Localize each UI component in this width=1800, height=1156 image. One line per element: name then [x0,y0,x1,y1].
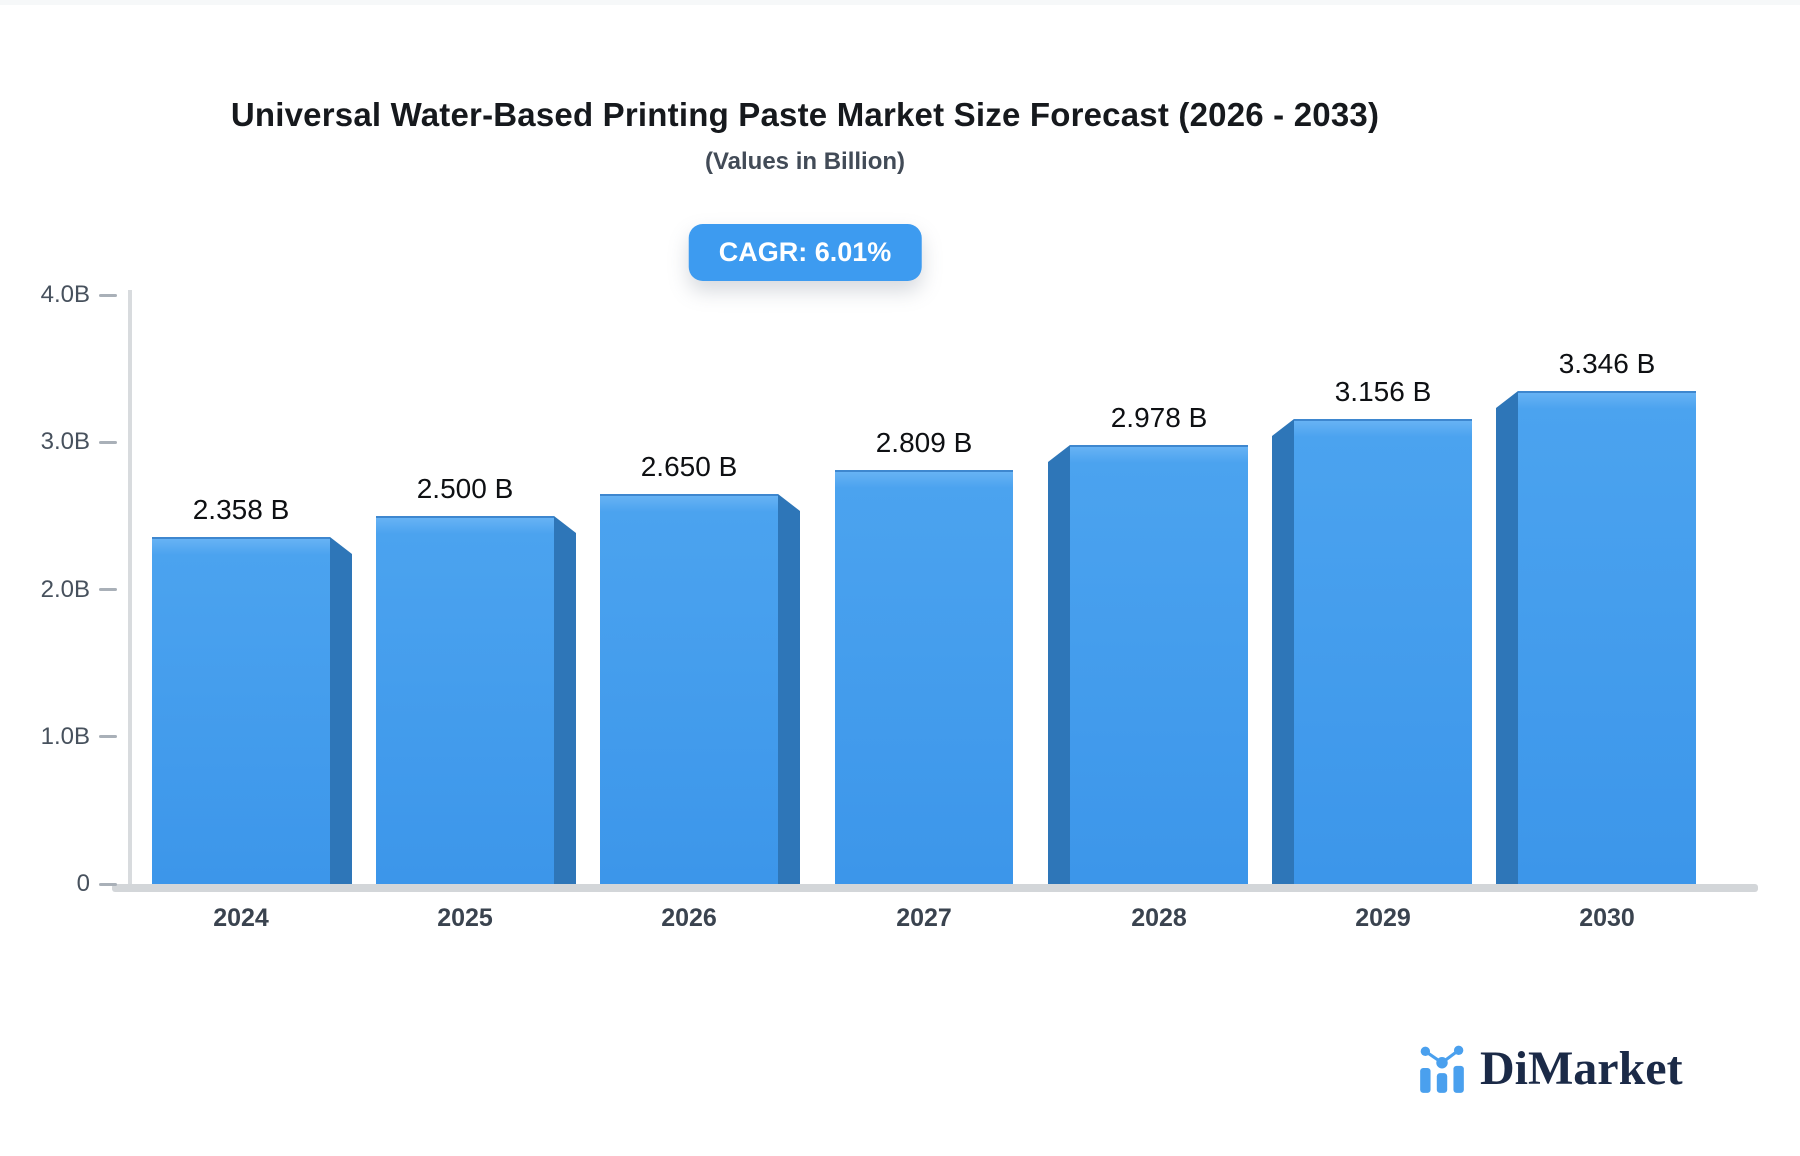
y-axis-tick-dash [99,588,117,591]
bar-side-face [778,494,800,884]
bar-value-label: 2.500 B [416,473,514,504]
y-axis-tick-dash [99,735,117,739]
bar-2028 [1070,445,1248,884]
x-axis-label: 2028 [1131,904,1187,932]
y-axis-tick-label: 1.0B [40,722,90,750]
page-top-border [0,0,1800,5]
x-axis-label: 2027 [896,904,952,932]
bar-value-label: 2.358 B [192,494,290,525]
bar-value-label: 2.809 B [875,427,973,458]
dimarket-logo: DiMarket [1418,1040,1683,1098]
bar-value-label: 2.978 B [1110,402,1208,433]
bar-chart-logo-icon [1420,1045,1464,1093]
chart-subtitle: (Values in Billion) [704,148,906,175]
bar-2029 [1294,419,1472,884]
bar-value-label: 2.650 B [640,451,738,482]
y-axis-tick-label: 3.0B [40,428,90,456]
bar-side-face [1496,391,1518,884]
bar-value-label: 3.346 B [1558,348,1656,379]
bar-value-label: 3.156 B [1334,376,1432,407]
logo-text: DiMarket [1480,1042,1683,1095]
bar-side-face [1048,445,1070,884]
y-axis-tick-dash [99,882,117,886]
bar-2024 [152,537,330,884]
bar-2027 [835,470,1013,884]
x-axis-label: 2029 [1355,904,1411,932]
y-axis-tick-dash [99,440,117,444]
y-axis-tick-dash [99,293,117,297]
x-axis-line [112,884,1758,892]
x-axis-label: 2025 [437,904,493,932]
y-axis-line [128,290,132,888]
x-axis-label: 2024 [213,904,269,932]
y-axis-tick-label: 4.0B [40,281,90,308]
bar-side-face [554,516,576,884]
bar-2026 [600,494,778,884]
y-axis-tick-label: 0 [76,870,90,897]
chart-title: Universal Water-Based Printing Paste Mar… [230,96,1380,133]
bar-side-face [330,537,352,884]
bar-side-face [1272,419,1294,884]
bar-2030 [1518,391,1696,884]
x-axis-label: 2026 [661,904,717,932]
bar-2025 [376,516,554,884]
y-axis-tick-label: 2.0B [40,575,90,603]
x-axis-label: 2030 [1579,904,1635,932]
cagr-badge: CAGR: 6.01% [688,224,922,281]
